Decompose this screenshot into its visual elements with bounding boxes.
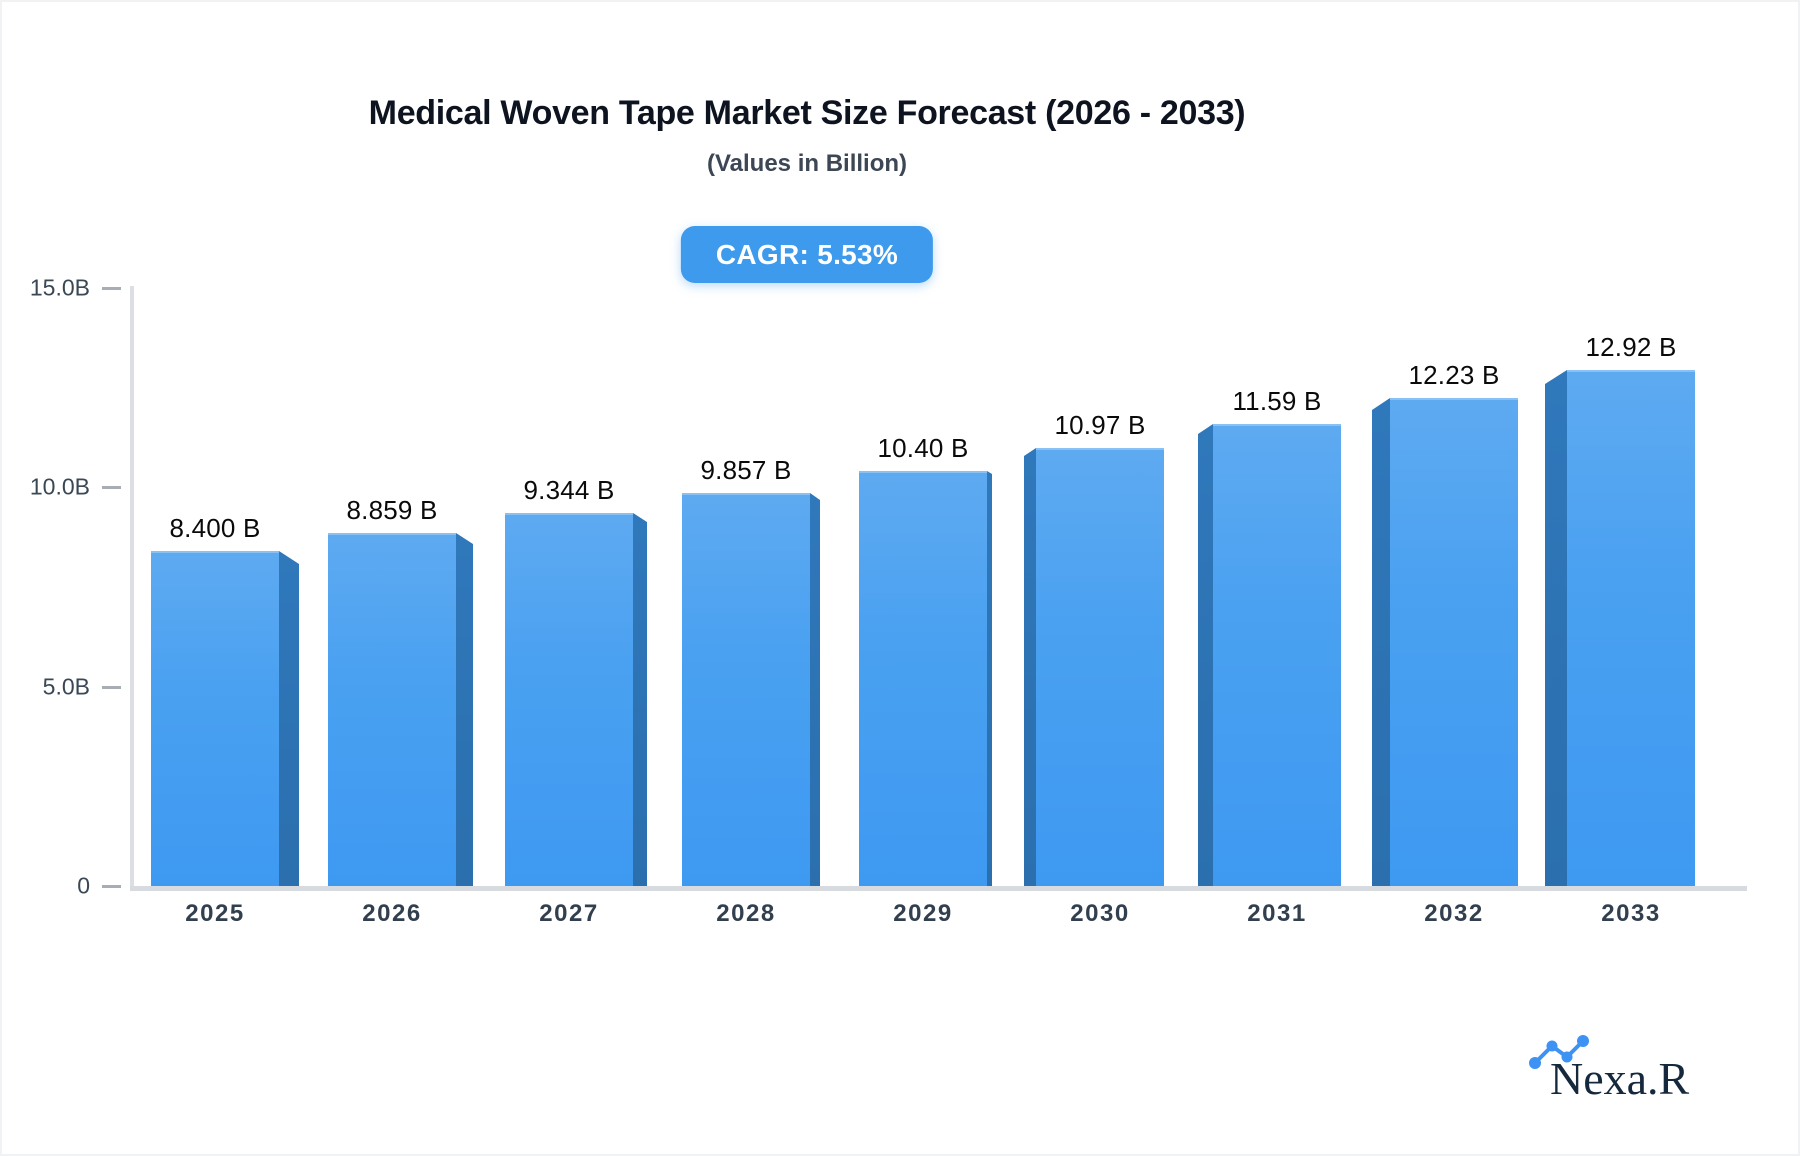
bar-value-label: 9.857 B bbox=[700, 455, 792, 485]
y-tick-label: 0 bbox=[77, 872, 90, 899]
bar-side-face bbox=[633, 513, 647, 886]
bar-front-face bbox=[1036, 448, 1164, 886]
x-axis-line bbox=[130, 886, 1747, 891]
y-axis-line bbox=[130, 286, 134, 891]
bar-value-label: 9.344 B bbox=[523, 475, 615, 505]
bar-front-face bbox=[1390, 398, 1518, 886]
bar-side-face bbox=[1372, 398, 1390, 886]
page-title: Medical Woven Tape Market Size Forecast … bbox=[368, 94, 1246, 132]
bar-value-label: 8.859 B bbox=[346, 495, 438, 525]
y-tick-mark bbox=[102, 486, 121, 489]
bar-front-face bbox=[1567, 370, 1695, 886]
x-axis-label: 2026 bbox=[362, 900, 422, 927]
bar-side-face bbox=[279, 551, 299, 886]
bar-side-face bbox=[987, 471, 992, 886]
x-axis-label: 2033 bbox=[1601, 900, 1661, 927]
bar-front-face bbox=[859, 471, 987, 886]
logo-text: Nexa.R bbox=[1550, 1053, 1690, 1104]
x-axis-label: 2028 bbox=[716, 900, 776, 927]
chart-subtitle: (Values in Billion) bbox=[706, 150, 908, 177]
bar-front-face bbox=[1213, 424, 1341, 886]
x-axis-label: 2030 bbox=[1070, 900, 1130, 927]
bar-front-face bbox=[151, 551, 279, 886]
bar-value-label: 10.97 B bbox=[1054, 410, 1146, 440]
bar-side-face bbox=[1024, 448, 1036, 886]
bar-side-face bbox=[1545, 370, 1567, 886]
x-axis-label: 2031 bbox=[1247, 900, 1307, 927]
cagr-badge: CAGR: 5.53% bbox=[680, 226, 934, 283]
y-tick-mark bbox=[102, 287, 121, 290]
x-axis-label: 2029 bbox=[893, 900, 953, 927]
cagr-badge-label: CAGR: 5.53% bbox=[715, 238, 899, 270]
y-tick-label: 15.0B bbox=[29, 274, 90, 301]
bar-side-face bbox=[456, 533, 473, 886]
bar-value-label: 12.92 B bbox=[1585, 332, 1677, 362]
y-tick-mark bbox=[102, 686, 121, 689]
y-tick-label: 5.0B bbox=[42, 673, 90, 700]
bar-front-face bbox=[505, 513, 633, 886]
logo-sparkline-icon bbox=[1529, 1035, 1589, 1069]
bar-value-label: 12.23 B bbox=[1408, 360, 1500, 390]
brand-logo: Nexa.R bbox=[1522, 1032, 1762, 1128]
bar-front-face bbox=[328, 533, 456, 886]
bar-value-label: 11.59 B bbox=[1232, 386, 1322, 416]
x-axis-label: 2032 bbox=[1424, 900, 1484, 927]
x-axis-label: 2027 bbox=[539, 900, 599, 927]
bar-value-label: 8.400 B bbox=[169, 513, 261, 543]
bar-side-face bbox=[810, 493, 820, 886]
bar-value-label: 10.40 B bbox=[877, 433, 969, 463]
y-tick-mark bbox=[102, 885, 121, 888]
y-tick-label: 10.0B bbox=[29, 473, 90, 500]
bar-side-face bbox=[1198, 424, 1213, 886]
x-axis-label: 2025 bbox=[185, 900, 245, 927]
bar-front-face bbox=[682, 493, 810, 886]
